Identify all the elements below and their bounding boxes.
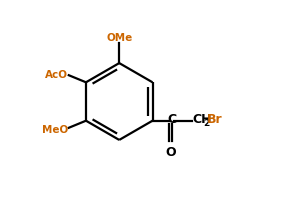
Text: Br: Br	[207, 112, 222, 125]
Text: AcO: AcO	[45, 70, 68, 80]
Text: 2: 2	[204, 118, 210, 127]
Text: CH: CH	[192, 112, 212, 125]
Text: O: O	[165, 145, 176, 158]
Text: C: C	[167, 112, 176, 125]
Text: OMe: OMe	[106, 33, 132, 43]
Text: MeO: MeO	[42, 124, 68, 134]
